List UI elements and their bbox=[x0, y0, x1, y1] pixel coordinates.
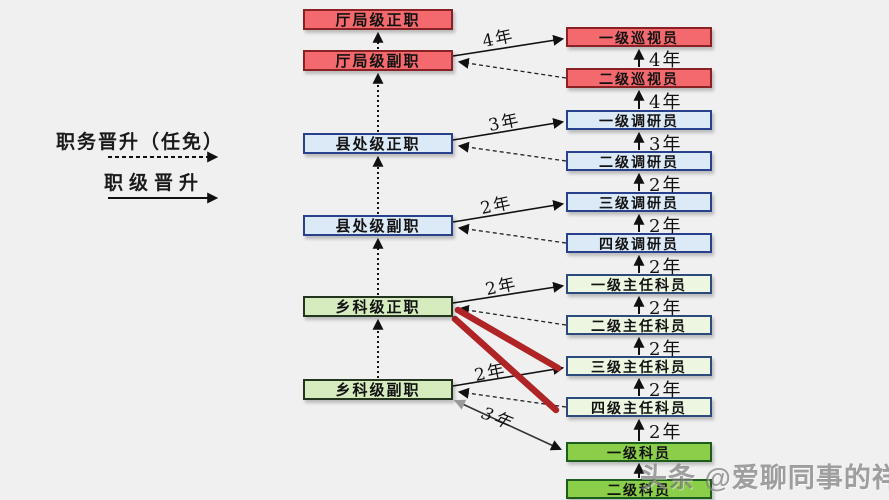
rank-interval-label-10: 2年 bbox=[649, 422, 683, 443]
rank-interval-label-3: 3年 bbox=[649, 134, 683, 155]
rank-interval-label-2: 4年 bbox=[649, 92, 683, 113]
cross-arrow-xiangkefu-to-sanjizhurenkeyuan bbox=[452, 364, 565, 387]
rank-box-erji-diaoyanyuan: 二级调研员 bbox=[566, 151, 712, 171]
dashed-arrow-sijidiaoyanyuan-to-xianchufu bbox=[457, 223, 567, 244]
rank-interval-label-9: 2年 bbox=[649, 380, 683, 401]
rank-box-sanji-diaoyanyuan: 三级调研员 bbox=[566, 192, 712, 212]
rank-box-siji-diaoyanyuan: 四级调研员 bbox=[566, 233, 712, 253]
rank-interval-label-6: 2年 bbox=[649, 257, 683, 278]
cross-promotion-arrows bbox=[452, 34, 565, 387]
cross-arrow-tingjufu-to-yijixunshiyuan bbox=[452, 34, 565, 57]
rank-box-siji-zhurenkeyuan: 四级主任科员 bbox=[566, 397, 712, 417]
rank-box-yiji-diaoyanyuan: 一级调研员 bbox=[566, 110, 712, 130]
red-stroke-to-sijizhurenkeyuan bbox=[451, 315, 560, 414]
rank-interval-label-1: 4年 bbox=[649, 50, 683, 71]
rank-box-yiji-zhurenkeyuan: 一级主任科员 bbox=[566, 274, 712, 294]
position-box-xianchu-zhengzhi: 县处级正职 bbox=[303, 133, 453, 154]
rank-interval-label-8: 2年 bbox=[649, 339, 683, 360]
position-box-xianchu-fuzhi: 县处级副职 bbox=[303, 215, 453, 236]
rank-box-yiji-keyuan: 一级科员 bbox=[566, 442, 712, 462]
cross-arrow-xiangkezheng-to-yijizhurenkeyuan bbox=[452, 281, 565, 304]
cross-arrow-xianchufu-to-sanjidiaoyanyuan bbox=[452, 200, 565, 223]
cross-arrow-xianchuzheng-to-yijidiaoyanyuan bbox=[452, 118, 565, 141]
position-box-xiangke-zhengzhi: 乡科级正职 bbox=[303, 296, 453, 317]
rank-interval-label-4: 2年 bbox=[649, 175, 683, 196]
legend-position-promotion-label: 职务晋升（任免） bbox=[56, 131, 225, 153]
dashed-arrow-erjidiaoyanyuan-to-xianchuzheng bbox=[457, 141, 567, 162]
rank-box-erji-xunshiyuan: 二级巡视员 bbox=[566, 68, 712, 88]
dashed-arrow-erjixunshiyuan-to-tingjufu bbox=[457, 57, 567, 79]
rank-interval-label-7: 2年 bbox=[649, 298, 683, 319]
red-stroke-to-sanjizhurenkeyuan bbox=[454, 306, 562, 372]
rank-box-erji-keyuan: 二级科员 bbox=[566, 479, 712, 499]
legend-rank-promotion-label: 职级晋升 bbox=[104, 172, 205, 194]
position-box-tingju-zhengzhi: 厅局级正职 bbox=[303, 9, 453, 30]
rank-box-yiji-xunshiyuan: 一级巡视员 bbox=[566, 27, 712, 47]
red-highlight-strokes bbox=[451, 306, 562, 414]
watermark-text: 头条 @爱聊同事的祥子 bbox=[640, 463, 889, 493]
rank-box-sanji-zhurenkeyuan: 三级主任科员 bbox=[566, 356, 712, 376]
position-box-xiangke-fuzhi: 乡科级副职 bbox=[303, 379, 453, 400]
link-yijikeyuan-xiangkefu bbox=[454, 399, 562, 451]
position-box-tingju-fuzhi: 厅局级副职 bbox=[303, 50, 453, 71]
rank-box-erji-zhurenkeyuan: 二级主任科员 bbox=[566, 315, 712, 335]
dashed-arrow-erjizhurenkeyuan-to-xiangkezheng bbox=[457, 304, 567, 326]
rank-interval-label-5: 2年 bbox=[649, 216, 683, 237]
